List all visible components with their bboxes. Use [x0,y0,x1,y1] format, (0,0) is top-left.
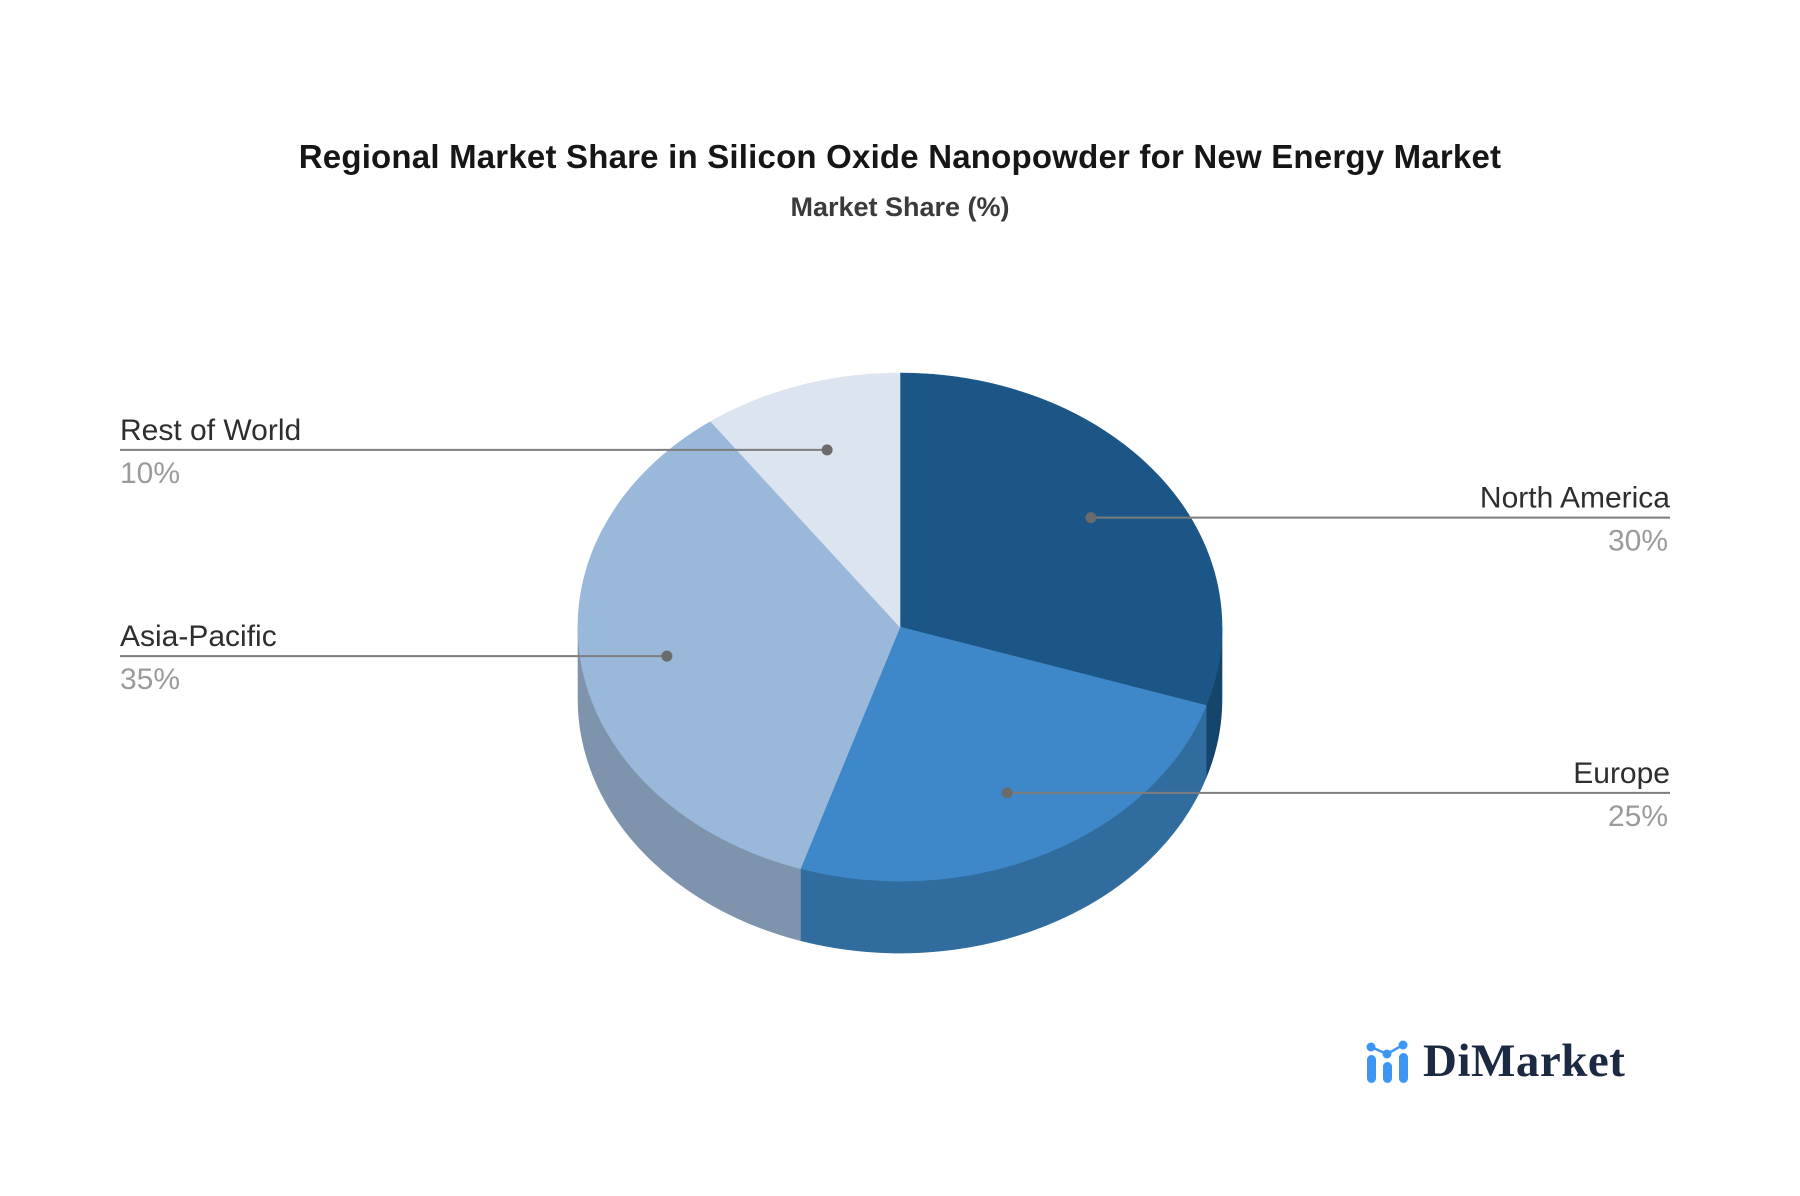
bar-chart-logo-icon [1366,1040,1408,1083]
slice-label-europe: Europe [1573,757,1670,790]
pie-slice-rest-of-world[interactable] [710,372,901,628]
slice-pct-north-america: 30% [1608,525,1668,558]
dimarket-logo-text: DiMarket [1423,1035,1626,1087]
pie-slice-europe[interactable] [800,626,1207,882]
label-dot-europe [1001,787,1013,799]
slice-label-rest-of-world: Rest of World [120,414,301,447]
chart-subtitle: Market Share (%) [790,192,1010,222]
pie-slice-asia-pacific[interactable] [577,421,901,869]
label-dot-north-america [1085,512,1097,524]
label-dot-rest-of-world [821,444,833,456]
slice-pct-europe: 25% [1608,800,1668,833]
slice-pct-rest-of-world: 10% [120,457,180,490]
label-dot-asia-pacific [661,650,673,662]
chart-title: Regional Market Share in Silicon Oxide N… [298,138,1502,175]
slice-label-north-america: North America [1480,482,1670,515]
dimarket-logo: DiMarket [1364,1036,1625,1086]
slice-pct-asia-pacific: 35% [120,663,180,696]
slice-label-asia-pacific: Asia-Pacific [120,620,277,653]
pie-slice-north-america[interactable] [899,372,1223,706]
